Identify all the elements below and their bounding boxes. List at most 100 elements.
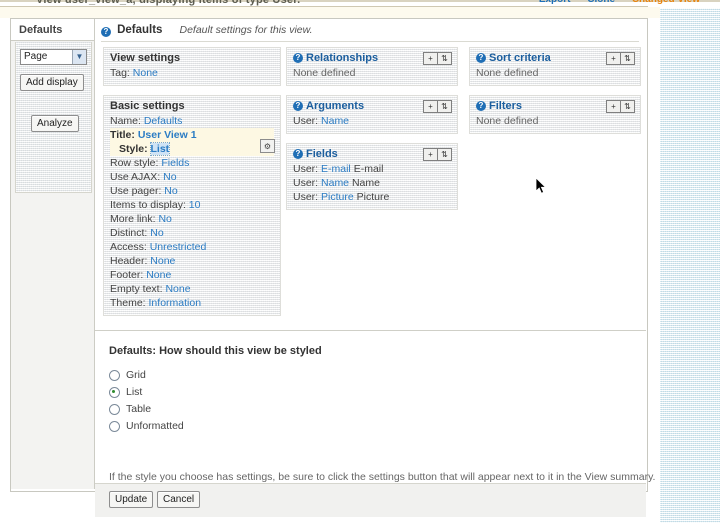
summary-header: ? Defaults Default settings for this vie… xyxy=(101,24,313,37)
rearrange-sort-icon[interactable]: ⇅ xyxy=(438,100,452,113)
summary-box-title-text: Sort criteria xyxy=(489,52,551,64)
summary-row-value[interactable]: Information xyxy=(148,297,202,309)
chevron-down-icon: ▼ xyxy=(72,50,86,64)
add-icon[interactable]: + xyxy=(423,148,438,161)
add-icon[interactable]: + xyxy=(606,100,621,113)
summary-row: Theme: Information xyxy=(110,296,274,310)
summary-row-value[interactable]: Defaults xyxy=(143,115,183,127)
summary-row-value[interactable]: Unrestricted xyxy=(149,241,207,253)
summary-row-value[interactable]: None xyxy=(132,67,158,79)
page-background-band xyxy=(0,7,660,18)
summary-row-label: Name: xyxy=(110,115,144,127)
summary-row-value[interactable]: E-mail xyxy=(321,163,351,175)
header-spacer xyxy=(0,2,720,6)
summary-box-title[interactable]: ? Relationships xyxy=(293,52,451,64)
add-icon[interactable]: + xyxy=(423,52,438,65)
style-option-unformatted[interactable]: Unformatted xyxy=(109,420,184,432)
summary-row-label: User: xyxy=(293,163,322,175)
summary-row-value[interactable]: No xyxy=(150,227,164,239)
summary-row: Header: None xyxy=(110,254,274,268)
summary-row-value[interactable]: None xyxy=(146,269,172,281)
summary-box-basic-settings: Basic settings ⚙ Name: Defaults Title: User… xyxy=(103,95,281,316)
summary-box-title[interactable]: ? Fields xyxy=(293,148,451,160)
sidebar-tab-defaults[interactable]: Defaults xyxy=(11,19,94,41)
rearrange-sort-icon[interactable]: ⇅ xyxy=(438,52,452,65)
summary-box-title[interactable]: ? Arguments xyxy=(293,100,451,112)
summary-row-value[interactable]: No xyxy=(163,171,177,183)
add-display-button[interactable]: Add display xyxy=(20,74,84,91)
help-icon[interactable]: ? xyxy=(293,149,303,159)
export-link[interactable]: Export xyxy=(539,0,571,5)
summary-box-title[interactable]: ? Filters xyxy=(476,100,634,112)
summary-row: Use AJAX: No xyxy=(110,170,274,184)
summary-row-label: Use AJAX: xyxy=(110,171,164,183)
rearrange-sort-icon[interactable]: ⇅ xyxy=(438,148,452,161)
summary-row: Style: List xyxy=(110,142,274,156)
display-sidebar: Defaults Page ▼ Add display Analyze xyxy=(11,19,95,489)
help-icon[interactable]: ? xyxy=(476,101,486,111)
summary-row: Name: Defaults xyxy=(110,114,274,128)
help-icon[interactable]: ? xyxy=(293,101,303,111)
summary-box-view-settings: View settings Tag: None xyxy=(103,47,281,86)
summary-row: Empty text: None xyxy=(110,282,274,296)
empty-text: None defined xyxy=(476,115,539,127)
summary-box-sort-criteria: ? Sort criteria + ⇅ None defined xyxy=(469,47,641,86)
rearrange-sort-icon[interactable]: ⇅ xyxy=(621,100,635,113)
summary-heading: Defaults xyxy=(117,24,163,36)
settings-heading: Defaults: How should this view be styled xyxy=(109,345,322,357)
style-option-table[interactable]: Table xyxy=(109,403,151,415)
display-type-select[interactable]: Page ▼ xyxy=(20,49,87,65)
summary-row-value[interactable]: List xyxy=(149,142,171,156)
help-icon[interactable]: ? xyxy=(101,27,111,37)
summary-row-value[interactable]: 10 xyxy=(188,199,201,211)
style-option-list[interactable]: List xyxy=(109,386,142,398)
summary-row-value[interactable]: Name xyxy=(321,115,350,127)
clone-link[interactable]: Clone xyxy=(587,0,615,5)
summary-row-value[interactable]: None xyxy=(165,283,191,295)
radio-button[interactable] xyxy=(109,403,120,415)
add-icon[interactable]: + xyxy=(423,100,438,113)
summary-column-2: ? Relationships + ⇅ None defined? Arguments + ⇅… xyxy=(286,47,458,219)
summary-row-label: Theme: xyxy=(110,297,149,309)
summary-row-label: Access: xyxy=(110,241,150,253)
cancel-button[interactable]: Cancel xyxy=(157,491,201,508)
empty-text: None defined xyxy=(476,67,539,79)
help-icon[interactable]: ? xyxy=(293,53,303,63)
summary-row: User: Name Name xyxy=(293,176,451,190)
analyze-button[interactable]: Analyze xyxy=(31,115,79,132)
summary-box-filters: ? Filters + ⇅ None defined xyxy=(469,95,641,134)
summary-row-label: Empty text: xyxy=(110,283,166,295)
style-option-grid[interactable]: Grid xyxy=(109,369,146,381)
summary-row-value[interactable]: No xyxy=(158,213,172,225)
summary-subheading: Default settings for this view. xyxy=(179,24,313,36)
summary-row-value[interactable]: No xyxy=(164,185,178,197)
radio-button[interactable] xyxy=(109,420,120,432)
radio-button[interactable] xyxy=(109,369,120,381)
changed-view-link[interactable]: Changed View xyxy=(632,0,700,5)
summary-row-label: Use pager: xyxy=(110,185,165,197)
summary-box-title: Basic settings xyxy=(110,100,274,112)
clipped-page-header: View user_view_a, displaying items of ty… xyxy=(0,0,720,9)
gear-icon[interactable]: ⚙ xyxy=(260,139,275,153)
help-icon[interactable]: ? xyxy=(476,53,486,63)
view-summary: ? Defaults Default settings for this vie… xyxy=(95,19,646,329)
style-settings-panel: Defaults: How should this view be styled… xyxy=(95,330,655,517)
summary-row-value[interactable]: Picture xyxy=(321,191,354,203)
view-page-title: View user_view_a, displaying items of ty… xyxy=(36,0,301,6)
summary-row-value[interactable]: Fields xyxy=(161,157,190,169)
summary-row: User: E-mail E-mail xyxy=(293,162,451,176)
update-button[interactable]: Update xyxy=(109,491,154,508)
summary-row: User: Picture Picture xyxy=(293,190,451,204)
summary-row-label: Header: xyxy=(110,255,151,267)
radio-button[interactable] xyxy=(109,386,120,398)
summary-column-1: View settings Tag: None Basic settings ⚙ Nam… xyxy=(103,47,281,325)
summary-row-value[interactable]: Name xyxy=(321,177,350,189)
summary-box-controls: + ⇅ xyxy=(423,100,452,113)
add-icon[interactable]: + xyxy=(606,52,621,65)
summary-row-value[interactable]: User View 1 xyxy=(137,129,197,141)
summary-row-value[interactable]: None xyxy=(150,255,176,267)
summary-row-label: Row style: xyxy=(110,157,162,169)
rearrange-sort-icon[interactable]: ⇅ xyxy=(621,52,635,65)
summary-box-title[interactable]: ? Sort criteria xyxy=(476,52,634,64)
view-action-links[interactable]: Export Clone Changed View xyxy=(525,0,700,5)
